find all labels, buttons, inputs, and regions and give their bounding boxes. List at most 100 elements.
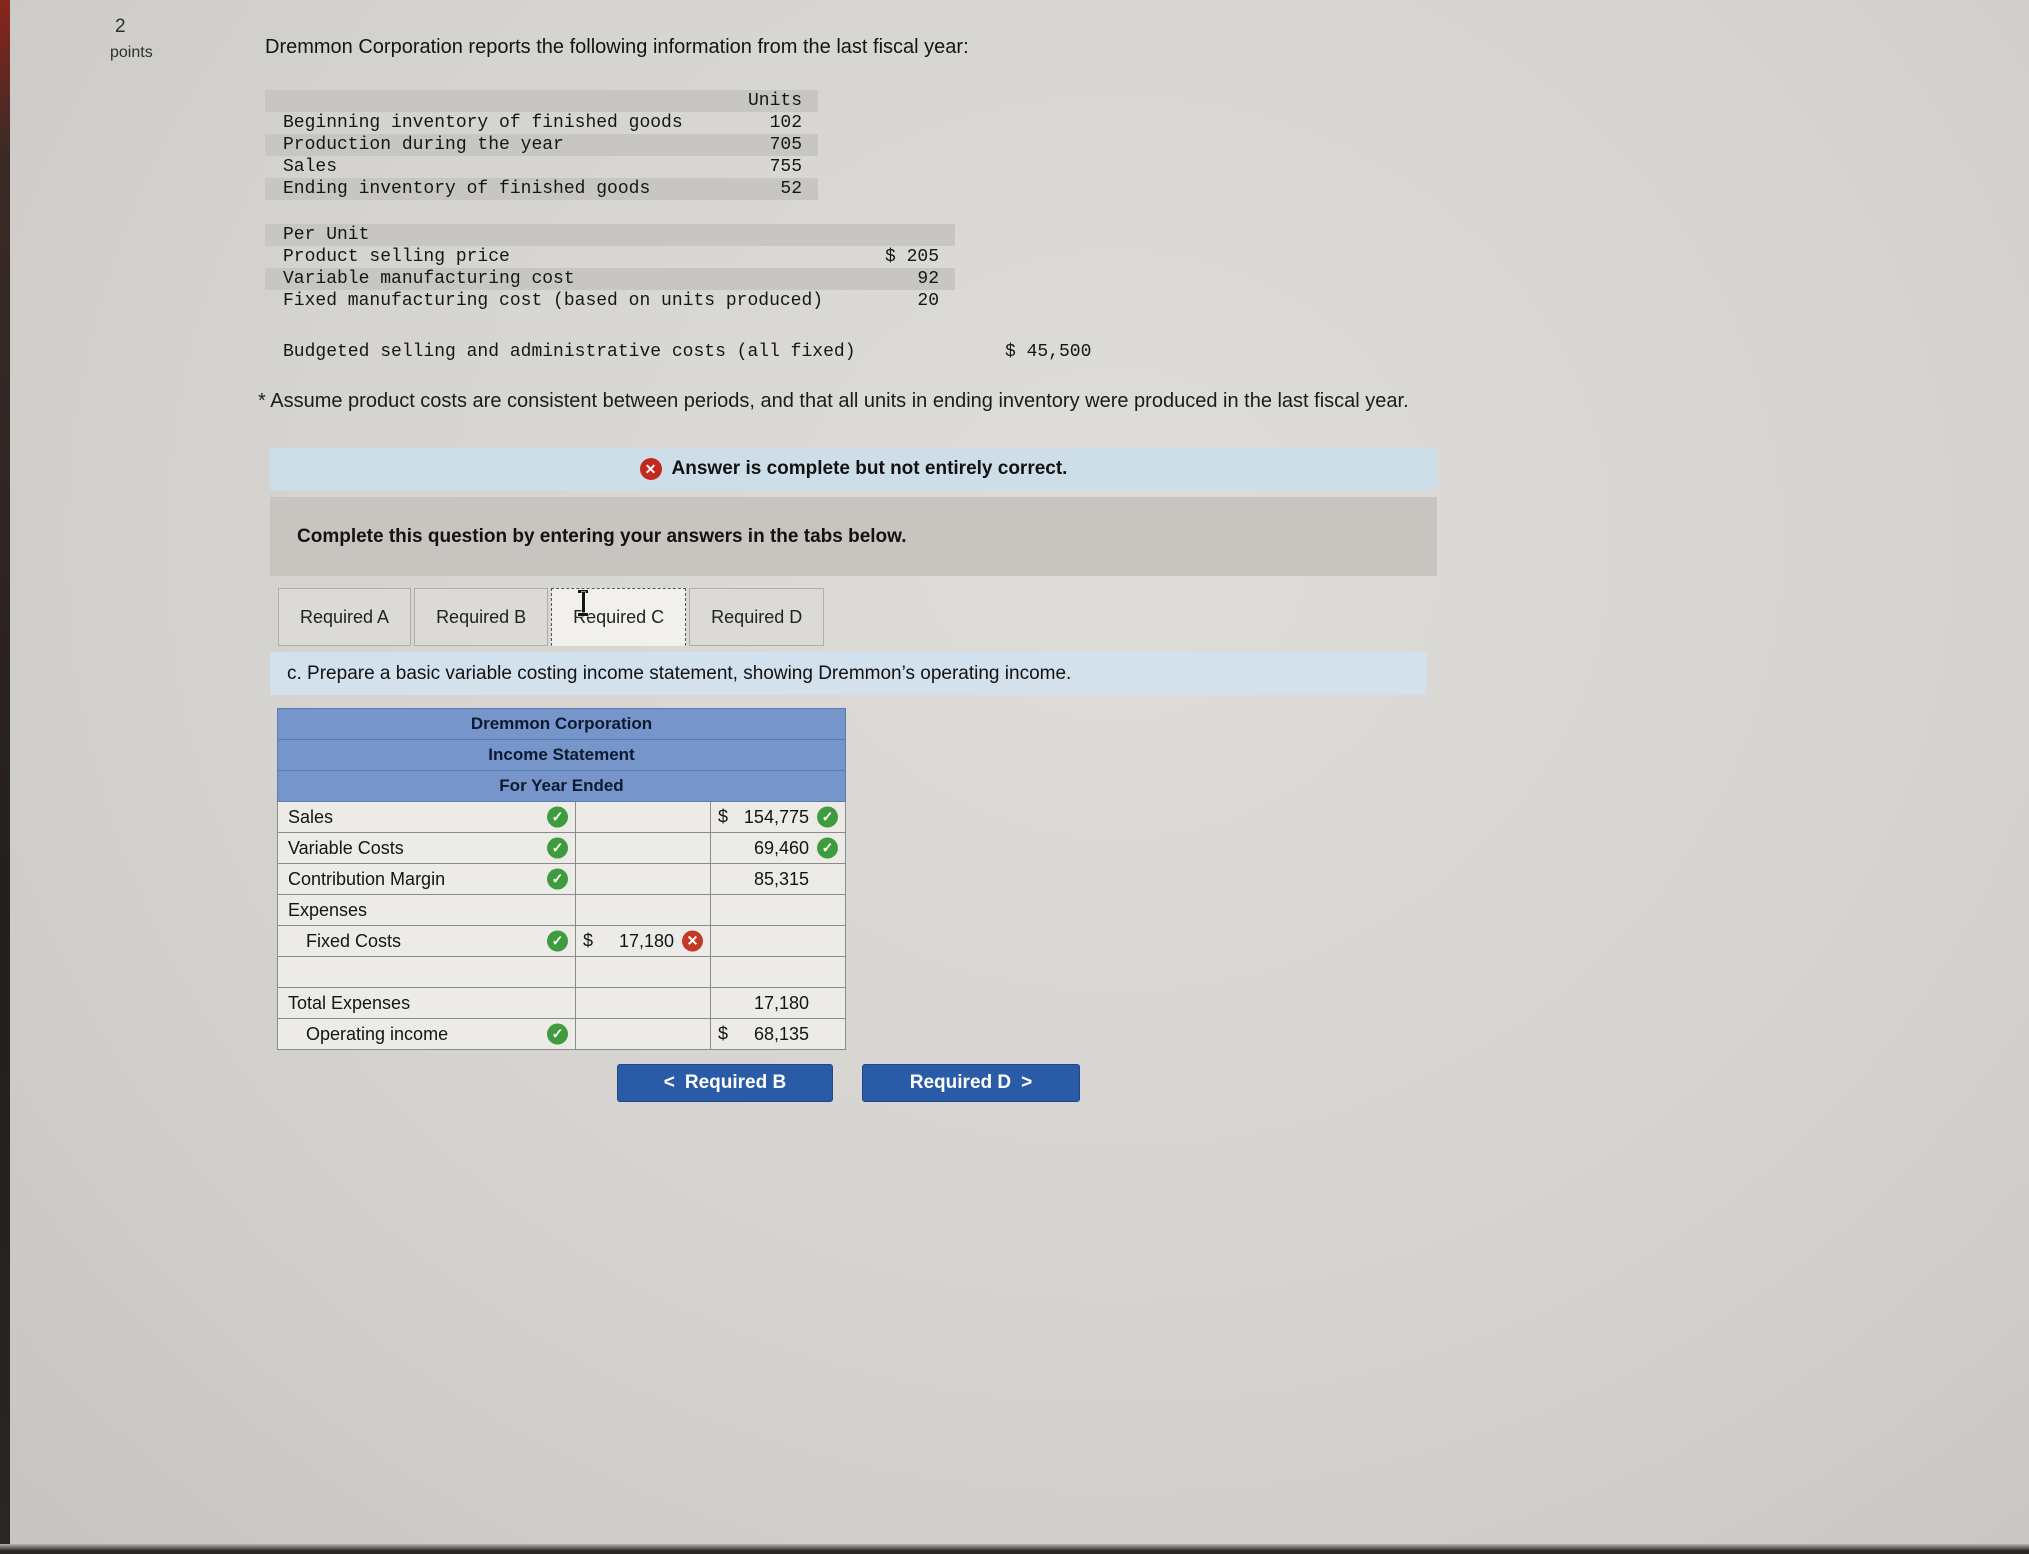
statement-amount-cell[interactable]: 69,460 ✓ [710, 832, 846, 864]
incorrect-icon: ✕ [682, 930, 703, 952]
problem-intro-text: Dremmon Corporation reports the followin… [265, 36, 969, 58]
statement-mid-cell [575, 801, 711, 833]
nav-required-d-button[interactable]: Required D > [862, 1064, 1080, 1102]
statement-mid-cell [575, 956, 711, 988]
row-value: 92 [917, 269, 939, 289]
row-amount: 17,180 [753, 992, 809, 1013]
row-amount: 154,775 [743, 806, 809, 827]
row-label: Contribution Margin [288, 868, 446, 889]
units-header: Units [747, 91, 802, 111]
chevron-right-icon: > [1021, 1072, 1033, 1093]
correct-icon: ✓ [817, 806, 838, 828]
correct-icon: ✓ [547, 1023, 568, 1045]
budget-value: $ 45,500 [1005, 342, 1092, 362]
part-c-instruction: c. Prepare a basic variable costing inco… [287, 662, 1072, 684]
row-label: Total Expenses [288, 992, 411, 1013]
row-value: 102 [769, 113, 802, 133]
dollar-sign: $ [583, 930, 594, 951]
screen-edge-bottom [0, 1544, 2029, 1554]
points-label: points [110, 44, 153, 61]
part-c-instruction-strip: c. Prepare a basic variable costing inco… [270, 652, 1427, 695]
row-amount: 85,315 [753, 868, 809, 889]
per-unit-header-row: Per Unit [265, 224, 955, 246]
correct-icon: ✓ [547, 806, 568, 828]
budget-line: Budgeted selling and administrative cost… [265, 342, 1165, 366]
statement-mid-cell [575, 987, 711, 1019]
units-table: Units Beginning inventory of finished go… [265, 90, 818, 200]
required-tabs: Required A Required B Required C Require… [278, 588, 825, 646]
row-label: Expenses [288, 899, 368, 920]
row-label: Product selling price [283, 247, 510, 267]
statement-label-cell[interactable]: Variable Costs ✓ [277, 832, 576, 864]
statement-amount-cell[interactable]: 17,180 [710, 987, 846, 1019]
row-value: 20 [917, 291, 939, 311]
dollar-sign: $ [718, 1023, 729, 1044]
points-value: 2 [115, 16, 126, 37]
dollar-sign: $ [718, 806, 729, 827]
table-row: Sales 755 [265, 156, 818, 178]
income-statement-table: Dremmon Corporation Income Statement For… [277, 708, 846, 1050]
incorrect-icon: ✕ [639, 458, 662, 480]
nav-required-b-button[interactable]: < Required B [617, 1064, 833, 1102]
row-amount: 68,135 [753, 1023, 809, 1044]
statement-label-cell: Expenses [277, 894, 576, 926]
table-row: Variable Costs ✓ 69,460 ✓ [277, 832, 846, 864]
row-amount: 69,460 [753, 837, 809, 858]
tab-required-c[interactable]: Required C [551, 588, 687, 646]
screen-edge-left [0, 0, 10, 1554]
row-label: Variable Costs [288, 837, 404, 858]
row-label: Beginning inventory of finished goods [283, 113, 683, 133]
correct-icon: ✓ [817, 837, 838, 859]
statement-amount-cell [710, 956, 846, 988]
nav-button-label: Required D [909, 1072, 1012, 1093]
statement-title: Dremmon Corporation [277, 708, 846, 740]
statement-label-cell[interactable]: Operating income ✓ [277, 1018, 576, 1050]
statement-mid-cell [575, 1018, 711, 1050]
statement-mid-cell[interactable]: $ 17,180 ✕ [575, 925, 711, 957]
per-unit-table: Per Unit Product selling price $ 205 Var… [265, 224, 955, 312]
row-value: 52 [780, 179, 802, 199]
statement-amount-cell[interactable]: $ 68,135 [710, 1018, 846, 1050]
feedback-text: Answer is complete but not entirely corr… [671, 458, 1068, 479]
row-label: Sales [283, 157, 338, 177]
budget-label: Budgeted selling and administrative cost… [283, 342, 856, 362]
tab-required-b[interactable]: Required B [414, 588, 549, 646]
row-label: Fixed manufacturing cost (based on units… [283, 291, 824, 311]
units-header-row: Units [265, 90, 818, 112]
row-value: 705 [769, 135, 802, 155]
statement-mid-cell [575, 832, 711, 864]
row-label: Operating income [306, 1023, 449, 1044]
statement-label-cell[interactable]: Contribution Margin ✓ [277, 863, 576, 895]
table-row: Product selling price $ 205 [265, 246, 955, 268]
statement-label-cell: Total Expenses [277, 987, 576, 1019]
row-label: Ending inventory of finished goods [283, 179, 651, 199]
row-value: $ 205 [884, 247, 939, 267]
statement-label-cell[interactable]: Sales ✓ [277, 801, 576, 833]
table-row: Expenses [277, 894, 846, 926]
statement-amount-cell[interactable]: $ 154,775 ✓ [710, 801, 846, 833]
table-row: Beginning inventory of finished goods 10… [265, 112, 818, 134]
per-unit-header: Per Unit [283, 225, 370, 245]
statement-mid-cell [575, 863, 711, 895]
table-row: Sales ✓ $ 154,775 ✓ [277, 801, 846, 833]
table-row: Production during the year 705 [265, 134, 818, 156]
statement-amount-cell [710, 925, 846, 957]
answer-feedback-banner: ✕ Answer is complete but not entirely co… [270, 448, 1437, 490]
correct-icon: ✓ [547, 930, 568, 952]
instruction-banner: Complete this question by entering your … [270, 497, 1437, 576]
table-row: Operating income ✓ $ 68,135 [277, 1018, 846, 1050]
row-label: Production during the year [283, 135, 564, 155]
statement-label-cell [277, 956, 576, 988]
row-label: Fixed Costs [306, 930, 402, 951]
correct-icon: ✓ [547, 868, 568, 890]
tab-required-d[interactable]: Required D [689, 588, 825, 646]
tab-required-a[interactable]: Required A [278, 588, 412, 646]
table-row: Variable manufacturing cost 92 [265, 268, 955, 290]
table-row: Fixed Costs ✓ $ 17,180 ✕ [277, 925, 846, 957]
statement-label-cell[interactable]: Fixed Costs ✓ [277, 925, 576, 957]
statement-amount-cell[interactable]: 85,315 [710, 863, 846, 895]
statement-amount-cell [710, 894, 846, 926]
table-row: Fixed manufacturing cost (based on units… [265, 290, 955, 312]
row-label: Variable manufacturing cost [283, 269, 575, 289]
